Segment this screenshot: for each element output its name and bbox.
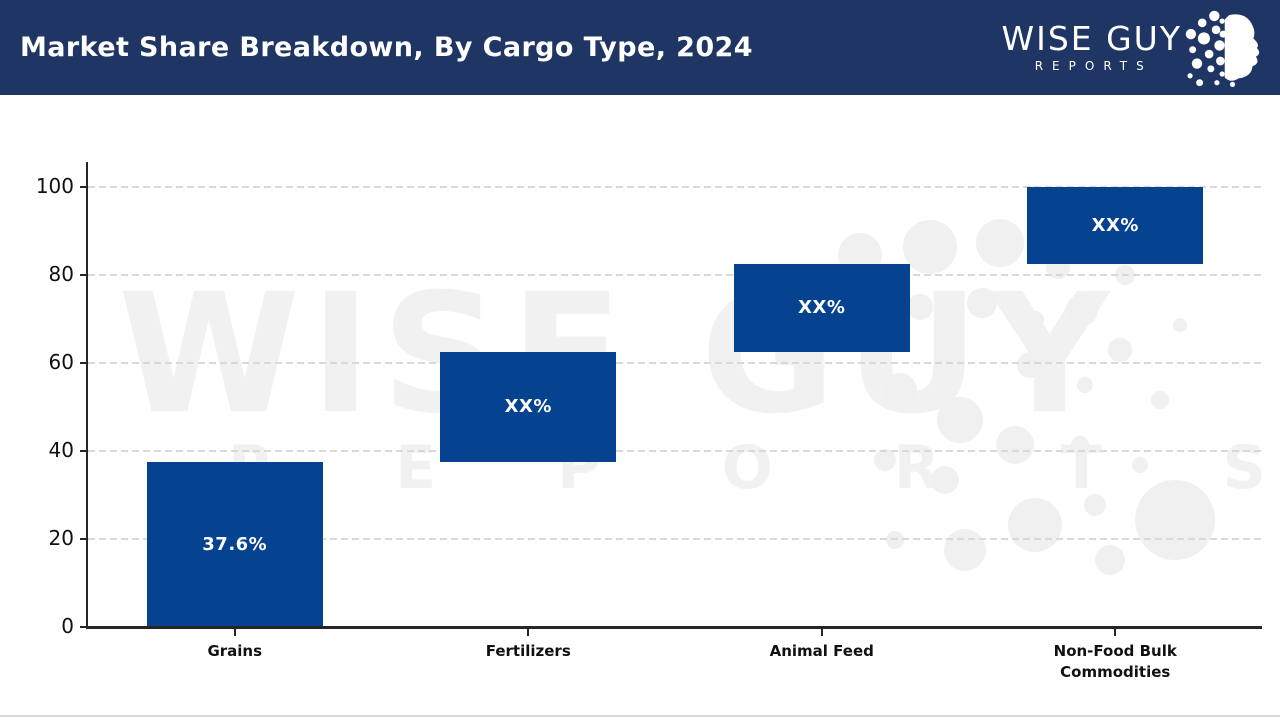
logo-subtitle: REPORTS <box>1034 59 1153 73</box>
logo-dotted-face-icon <box>1185 10 1260 87</box>
y-tick-label: 80 <box>48 262 74 286</box>
x-tick-mark <box>1114 629 1117 636</box>
x-axis <box>86 626 1262 629</box>
chart-title: Market Share Breakdown, By Cargo Type, 2… <box>20 32 753 63</box>
logo-wordmark: WISE GUY <box>1001 19 1182 58</box>
y-tick-mark <box>80 186 88 188</box>
y-tick-mark <box>80 274 88 276</box>
x-tick-mark <box>820 629 823 636</box>
bar-value-label: XX% <box>798 297 846 319</box>
y-tick-label: 40 <box>48 438 74 462</box>
x-category-label: Fertilizers <box>485 642 571 660</box>
y-tick-label: 20 <box>48 526 74 550</box>
watermark-subtitle: R E P O R T S <box>228 433 1280 503</box>
bar-value-label: 37.6% <box>202 533 268 555</box>
bar-value-label: XX% <box>1091 214 1139 236</box>
y-tick-label: 60 <box>48 350 74 374</box>
x-category-label: Animal Feed <box>769 642 874 660</box>
gridline-y-60 <box>88 362 1262 364</box>
gridline-y-40 <box>88 450 1262 452</box>
wise-guy-reports-logo: WISE GUY REPORTS <box>1001 8 1262 88</box>
y-tick-label: 0 <box>61 614 74 638</box>
gridline-y-80 <box>88 274 1262 276</box>
bottom-divider <box>0 715 1280 717</box>
bar-animal-feed: XX% <box>733 263 910 352</box>
bar-grains: 37.6% <box>146 461 323 627</box>
y-tick-mark <box>80 626 88 628</box>
x-tick-mark <box>527 629 530 636</box>
x-category-label: Grains <box>207 642 263 660</box>
logo-text: WISE GUY REPORTS <box>1001 22 1182 73</box>
gridline-y-20 <box>88 538 1262 540</box>
y-tick-mark <box>80 450 88 452</box>
header-band: Market Share Breakdown, By Cargo Type, 2… <box>0 0 1280 95</box>
y-tick-mark <box>80 362 88 364</box>
y-axis <box>86 162 88 629</box>
x-category-label: Non-Food Bulk Commodities <box>1053 642 1177 681</box>
y-tick-mark <box>80 538 88 540</box>
gridline-y-100 <box>88 186 1262 188</box>
bar-non-food-bulk-commodities: XX% <box>1027 187 1204 264</box>
bar-value-label: XX% <box>504 396 552 418</box>
bar-fertilizers: XX% <box>440 352 617 462</box>
y-tick-label: 100 <box>35 174 74 198</box>
x-tick-mark <box>233 629 236 636</box>
